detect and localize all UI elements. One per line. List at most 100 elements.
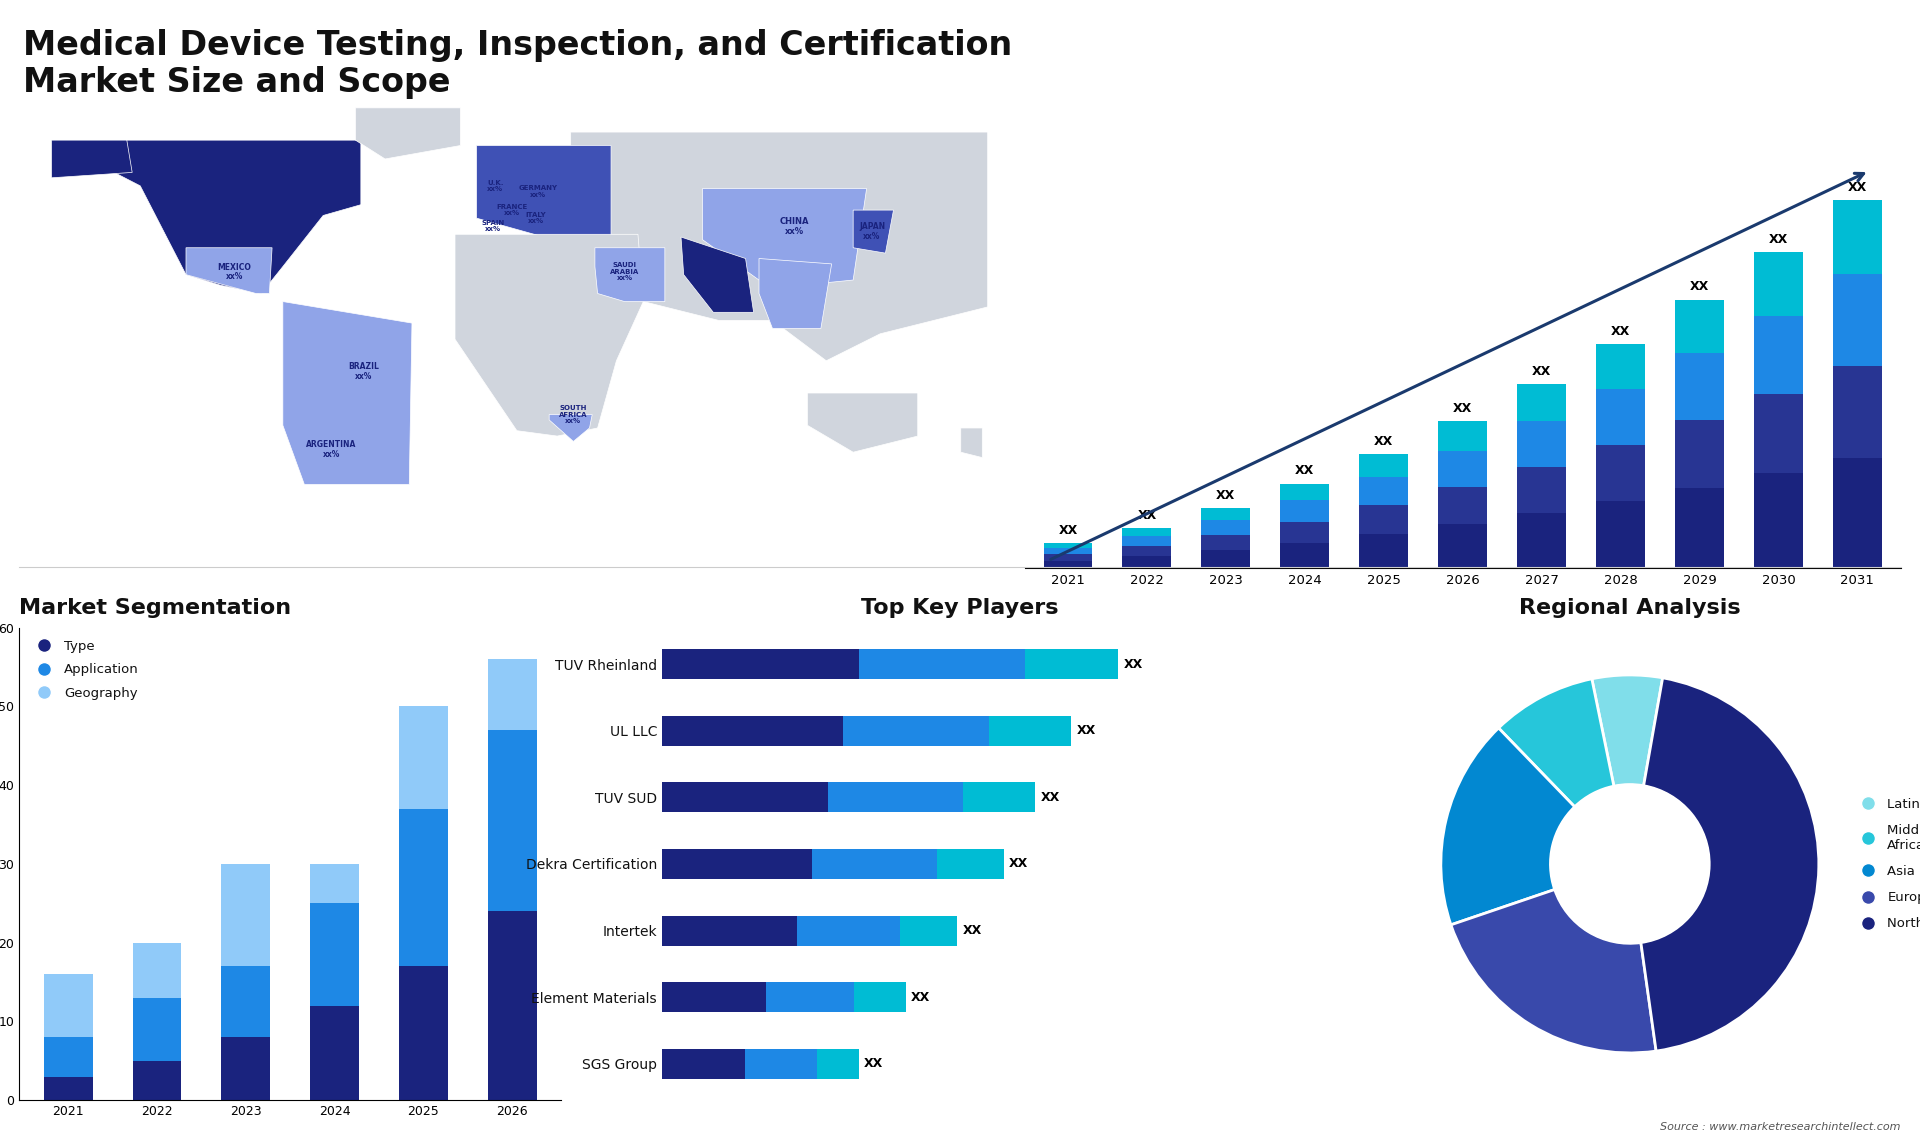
Circle shape — [1551, 785, 1709, 943]
Bar — [1834, 457, 1882, 568]
Bar — [858, 649, 1025, 680]
Bar — [399, 706, 447, 809]
Text: CANADA
xx%: CANADA xx% — [194, 158, 232, 176]
Text: XX: XX — [1137, 509, 1156, 523]
Wedge shape — [1592, 675, 1663, 786]
Text: XX: XX — [1215, 489, 1235, 502]
Bar — [1123, 547, 1171, 556]
Bar — [1517, 384, 1567, 421]
Text: GERMANY
xx%: GERMANY xx% — [518, 185, 559, 197]
Text: Source : www.marketresearchintellect.com: Source : www.marketresearchintellect.com — [1661, 1122, 1901, 1132]
Bar — [1755, 315, 1803, 394]
Bar — [1834, 366, 1882, 457]
Bar — [662, 716, 843, 746]
Bar — [1438, 487, 1488, 524]
Text: Medical Device Testing, Inspection, and Certification: Medical Device Testing, Inspection, and … — [23, 29, 1012, 62]
Bar — [1517, 421, 1567, 466]
Bar — [1043, 555, 1092, 560]
Text: U.S.
xx%: U.S. xx% — [227, 206, 248, 225]
Text: XX: XX — [1123, 658, 1142, 670]
Bar — [1596, 445, 1645, 501]
Text: XX: XX — [1077, 724, 1096, 737]
Bar — [1359, 505, 1407, 534]
Bar — [1674, 487, 1724, 568]
Bar — [221, 864, 271, 966]
Bar — [1202, 535, 1250, 550]
Bar — [828, 783, 962, 813]
Bar — [132, 1061, 180, 1100]
Bar — [399, 809, 447, 966]
Text: MARKET
RESEARCH
INTELLECT: MARKET RESEARCH INTELLECT — [1749, 136, 1793, 168]
Text: U.K.
xx%: U.K. xx% — [488, 180, 503, 193]
Text: BRAZIL
xx%: BRAZIL xx% — [348, 362, 378, 380]
Text: XX: XX — [1532, 364, 1551, 378]
Bar — [221, 1037, 271, 1100]
Text: FRANCE
xx%: FRANCE xx% — [495, 204, 528, 217]
Title: Top Key Players: Top Key Players — [862, 598, 1058, 618]
Bar — [812, 849, 937, 879]
Legend: Latin America, Middle East &
Africa, Asia Pacific, Europe, North America: Latin America, Middle East & Africa, Asi… — [1849, 792, 1920, 935]
Polygon shape — [186, 248, 273, 293]
Wedge shape — [1452, 889, 1657, 1053]
Bar — [745, 1049, 818, 1078]
Polygon shape — [52, 140, 132, 178]
Text: XX: XX — [1690, 281, 1709, 293]
Polygon shape — [960, 427, 983, 457]
Bar — [662, 649, 858, 680]
Text: XX: XX — [864, 1058, 883, 1070]
Bar — [311, 864, 359, 903]
Bar — [1281, 521, 1329, 543]
Bar — [488, 911, 536, 1100]
Text: XX: XX — [1768, 234, 1788, 246]
Bar — [1438, 524, 1488, 568]
Bar — [1043, 560, 1092, 568]
Polygon shape — [570, 132, 987, 361]
Bar — [399, 966, 447, 1100]
Bar — [1517, 513, 1567, 568]
Wedge shape — [1642, 677, 1818, 1051]
Bar — [1123, 528, 1171, 536]
Polygon shape — [808, 393, 918, 453]
Bar — [1281, 484, 1329, 501]
Bar — [662, 783, 828, 813]
Wedge shape — [1498, 678, 1615, 807]
Bar — [1834, 201, 1882, 274]
Bar — [1755, 473, 1803, 568]
Bar — [1025, 649, 1117, 680]
Bar — [1596, 345, 1645, 390]
Polygon shape — [476, 146, 611, 240]
Bar — [662, 1049, 745, 1078]
Bar — [1359, 534, 1407, 568]
Polygon shape — [682, 237, 755, 313]
Text: SPAIN
xx%: SPAIN xx% — [482, 220, 505, 233]
Bar — [1202, 520, 1250, 535]
Bar — [1281, 543, 1329, 568]
Bar — [900, 916, 958, 945]
Bar — [221, 966, 271, 1037]
Bar — [989, 716, 1071, 746]
Polygon shape — [52, 140, 361, 293]
Text: XX: XX — [1058, 524, 1077, 537]
Bar — [818, 1049, 858, 1078]
Bar — [311, 1006, 359, 1100]
Polygon shape — [355, 108, 461, 159]
Text: XX: XX — [1041, 791, 1060, 803]
Bar — [1123, 536, 1171, 547]
Bar — [1359, 477, 1407, 505]
Polygon shape — [703, 189, 866, 285]
Bar — [1202, 550, 1250, 568]
Polygon shape — [852, 210, 893, 253]
Bar — [1755, 394, 1803, 473]
Text: XX: XX — [1847, 181, 1866, 194]
Polygon shape — [1667, 36, 1874, 104]
Bar — [1674, 299, 1724, 353]
Text: SAUDI
ARABIA
xx%: SAUDI ARABIA xx% — [611, 262, 639, 282]
Bar — [662, 849, 812, 879]
Bar — [1359, 454, 1407, 477]
Bar — [937, 849, 1004, 879]
Text: CHINA
xx%: CHINA xx% — [780, 217, 808, 236]
Text: Market Size and Scope: Market Size and Scope — [23, 66, 451, 100]
Bar — [766, 982, 854, 1012]
Bar — [1755, 252, 1803, 315]
Text: XX: XX — [1611, 325, 1630, 338]
